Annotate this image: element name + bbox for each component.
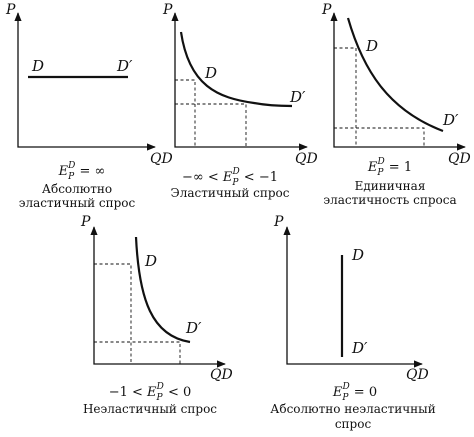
curve-end-label: D′	[116, 57, 133, 75]
demand-curve	[134, 236, 191, 344]
axes	[330, 12, 466, 151]
guide-line	[94, 341, 181, 364]
axes	[171, 12, 308, 151]
guide-line	[334, 47, 357, 147]
caption-line: Абсолютно неэластичный	[270, 402, 435, 416]
panel-unit-elastic: P QD D D′ EPD = 1 Единичная эластичность…	[321, 2, 471, 207]
elasticity-formula: EPD = 0	[332, 382, 377, 403]
panel-inelastic: P QD D D′ −1 < EPD < 0 Неэластичный спро…	[80, 214, 233, 416]
axes	[90, 226, 226, 368]
x-axis-label: QD	[210, 367, 233, 383]
caption-line: Абсолютно	[42, 182, 112, 196]
curve-end-label: D′	[185, 319, 202, 337]
curve-end-label: D′	[351, 339, 368, 357]
y-axis-label: P	[321, 2, 332, 18]
curve-start-label: D	[204, 64, 217, 82]
x-axis-label: QD	[150, 151, 173, 167]
y-axis-label: P	[162, 2, 173, 18]
guide-line	[94, 263, 132, 364]
demand-curve	[179, 31, 293, 108]
caption-line: спрос	[335, 417, 372, 431]
x-axis-label: QD	[448, 151, 471, 167]
elasticity-formula: EPD = ∞	[58, 161, 106, 182]
axes	[283, 226, 423, 368]
panel-perfectly-inelastic: P QD D D′ EPD = 0 Абсолютно неэластичный…	[270, 214, 435, 431]
caption-line: Эластичный спрос	[171, 186, 290, 200]
y-axis-label: P	[273, 214, 284, 230]
curve-start-label: D	[365, 37, 378, 55]
caption-line: Неэластичный спрос	[83, 402, 217, 416]
guide-line	[334, 127, 425, 147]
elasticity-formula: EPD = 1	[367, 157, 412, 178]
curve-end-label: D′	[289, 88, 306, 106]
demand-curve	[346, 17, 444, 133]
y-axis-label: P	[80, 214, 91, 230]
axes	[14, 12, 156, 151]
x-axis-label: QD	[295, 151, 318, 167]
panel-elastic: P QD D D′ −∞ < EPD < −1 Эластичный спрос	[162, 2, 318, 200]
caption-line: эластичный спрос	[19, 196, 136, 210]
y-axis-label: P	[5, 2, 16, 18]
caption-line: Единичная	[355, 179, 426, 193]
elasticity-formula: −1 < EPD < 0	[109, 382, 192, 403]
x-axis-label: QD	[406, 367, 429, 383]
caption-line: эластичность спроса	[323, 193, 456, 207]
guide-line	[175, 103, 247, 147]
curve-start-label: D	[351, 246, 364, 264]
curve-start-label: D	[144, 252, 157, 270]
elasticity-formula: −∞ < EPD < −1	[182, 167, 278, 188]
curve-end-label: D′	[442, 111, 459, 129]
panel-perfectly-elastic: P QD D D′ EPD = ∞ Абсолютно эластичный с…	[5, 2, 173, 210]
guide-line	[175, 79, 196, 147]
curve-start-label: D	[31, 57, 44, 75]
